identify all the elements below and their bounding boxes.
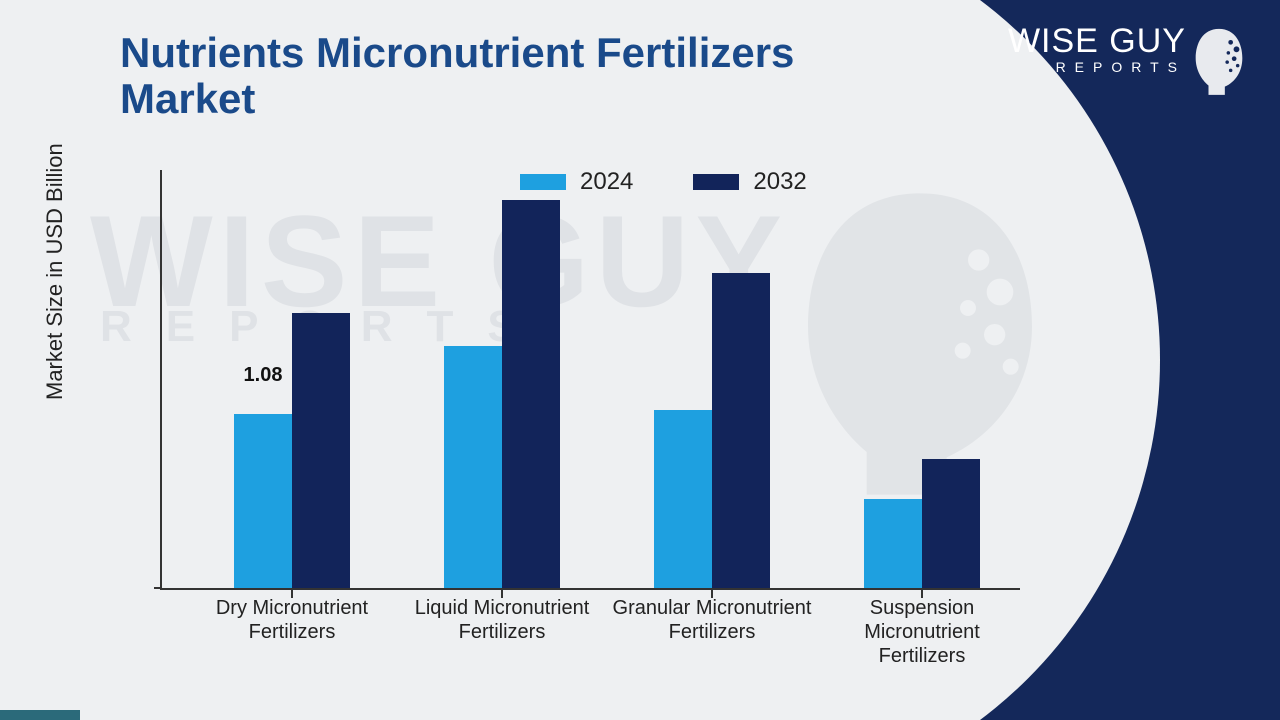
x-axis-label: Suspension Micronutrient Fertilizers: [822, 596, 1022, 668]
brand-sub: REPORTS: [1008, 59, 1186, 75]
bar-series1: [654, 410, 712, 588]
x-axis-label: Granular Micronutrient Fertilizers: [612, 596, 812, 644]
accent-bar: [0, 710, 80, 720]
plot-region: Dry Micronutrient FertilizersLiquid Micr…: [160, 170, 1020, 590]
bar-series1: [444, 346, 502, 588]
bar-group: [192, 313, 392, 588]
bar-group: [612, 273, 812, 588]
bar-series1: [234, 414, 292, 588]
y-axis-label: Market Size in USD Billion: [42, 143, 68, 400]
page-root: WISE GUY REPORTS WISE GUY REPORTS Nutrie…: [0, 0, 1280, 720]
chart-area: Market Size in USD Billion Dry Micronutr…: [60, 170, 1020, 680]
bar-series2: [922, 459, 980, 588]
bar-series2: [502, 200, 560, 588]
bar-value-label: 1.08: [244, 364, 283, 387]
bar-series2: [292, 313, 350, 588]
bar-group: [402, 200, 602, 588]
bar-group: [822, 459, 1022, 588]
x-axis-label: Liquid Micronutrient Fertilizers: [402, 596, 602, 644]
x-axis-label: Dry Micronutrient Fertilizers: [192, 596, 392, 644]
brand-head-icon: [1184, 26, 1254, 96]
chart-title: Nutrients Micronutrient Fertilizers Mark…: [120, 30, 840, 122]
bar-series2: [712, 273, 770, 588]
brand-main: WISE GUY: [1008, 22, 1186, 61]
bar-series1: [864, 499, 922, 588]
y-tick: [154, 587, 162, 589]
brand-logo: WISE GUY REPORTS: [1008, 22, 1250, 75]
